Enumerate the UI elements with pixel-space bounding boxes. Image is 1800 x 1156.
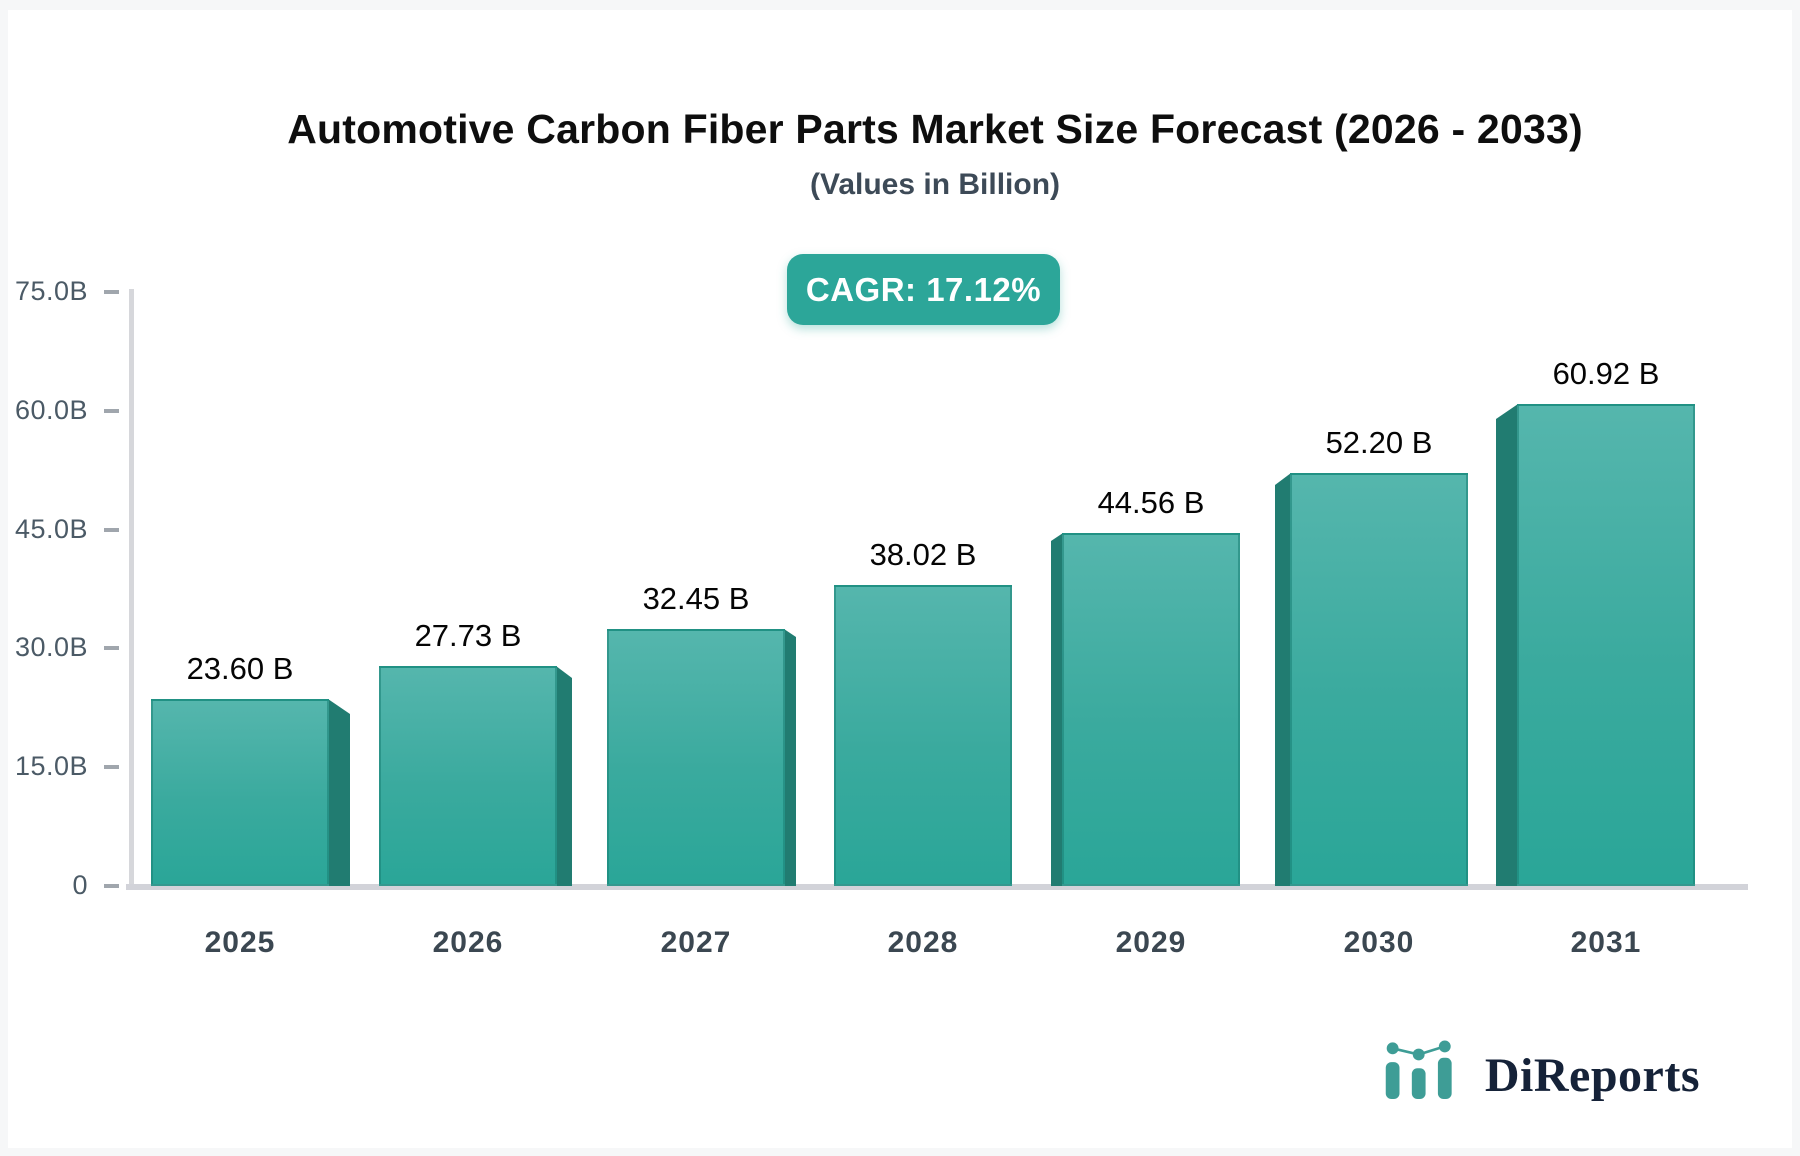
bar-2028[interactable] — [834, 585, 1012, 886]
y-tick-mark — [104, 527, 119, 532]
y-tick-mark — [104, 765, 119, 770]
brand-logo: DiReports — [1379, 1036, 1700, 1100]
y-tick-mark — [104, 408, 119, 413]
y-axis-line — [129, 289, 134, 889]
cagr-badge-label: CAGR: 17.12% — [805, 270, 1042, 308]
chart-subtitle: (Values in Billion) — [809, 168, 1061, 201]
bar-3d-side — [556, 666, 572, 886]
y-tick-label: 45.0B — [14, 513, 88, 544]
y-tick-label: 0 — [72, 870, 88, 900]
x-axis-label-2029: 2029 — [1115, 926, 1187, 959]
brand-logo-text: DiReports — [1484, 1049, 1700, 1102]
x-axis-label-2030: 2030 — [1343, 926, 1415, 959]
x-axis-label-2031: 2031 — [1570, 926, 1642, 959]
bar-value-label: 27.73 B — [414, 618, 522, 653]
bar-value-label: 52.20 B — [1325, 425, 1433, 460]
x-axis-line — [126, 884, 1748, 890]
bar-value-label: 44.56 B — [1097, 485, 1205, 520]
bar-3d-side — [328, 699, 350, 886]
x-axis-label-2028: 2028 — [887, 926, 959, 959]
x-axis-label-2027: 2027 — [660, 926, 732, 959]
y-tick-label: 60.0B — [14, 394, 88, 425]
y-tick-label: 75.0B — [14, 276, 88, 306]
chart-title: Automotive Carbon Fiber Parts Market Siz… — [287, 106, 1583, 152]
bar-2026[interactable] — [379, 666, 557, 886]
bar-3d-side — [1051, 533, 1063, 886]
bar-value-label: 23.60 B — [186, 651, 294, 686]
bar-3d-side — [1275, 473, 1291, 886]
bar-3d-side — [1496, 404, 1518, 886]
bar-2025[interactable] — [151, 699, 329, 886]
bar-2027[interactable] — [607, 629, 785, 886]
y-tick-label: 15.0B — [14, 751, 88, 782]
bar-value-label: 38.02 B — [869, 537, 977, 572]
x-axis-label-2026: 2026 — [432, 926, 504, 959]
cagr-badge: CAGR: 17.12% — [787, 254, 1060, 325]
y-tick-mark — [104, 646, 119, 651]
bar-2029[interactable] — [1062, 533, 1240, 886]
x-axis-label-2025: 2025 — [204, 926, 276, 959]
y-tick-mark — [104, 884, 119, 888]
bar-value-label: 60.92 B — [1552, 356, 1660, 391]
y-tick-mark — [104, 290, 119, 294]
mini-bar-line-chart-icon — [1385, 1040, 1452, 1100]
bar-3d-side — [784, 629, 796, 886]
bar-value-label: 32.45 B — [642, 581, 750, 616]
bar-2031[interactable] — [1517, 404, 1695, 886]
chart-card — [8, 10, 1792, 1148]
y-tick-label: 30.0B — [14, 632, 88, 663]
bar-2030[interactable] — [1290, 473, 1468, 886]
